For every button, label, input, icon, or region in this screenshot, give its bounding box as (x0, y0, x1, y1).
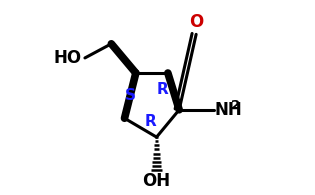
Text: HO: HO (54, 49, 82, 67)
Text: R: R (145, 113, 157, 129)
Text: 2: 2 (231, 98, 240, 112)
Text: NH: NH (215, 101, 243, 119)
Text: S: S (125, 88, 136, 103)
Text: OH: OH (142, 172, 171, 190)
Text: R: R (156, 82, 168, 98)
Text: O: O (189, 13, 203, 31)
